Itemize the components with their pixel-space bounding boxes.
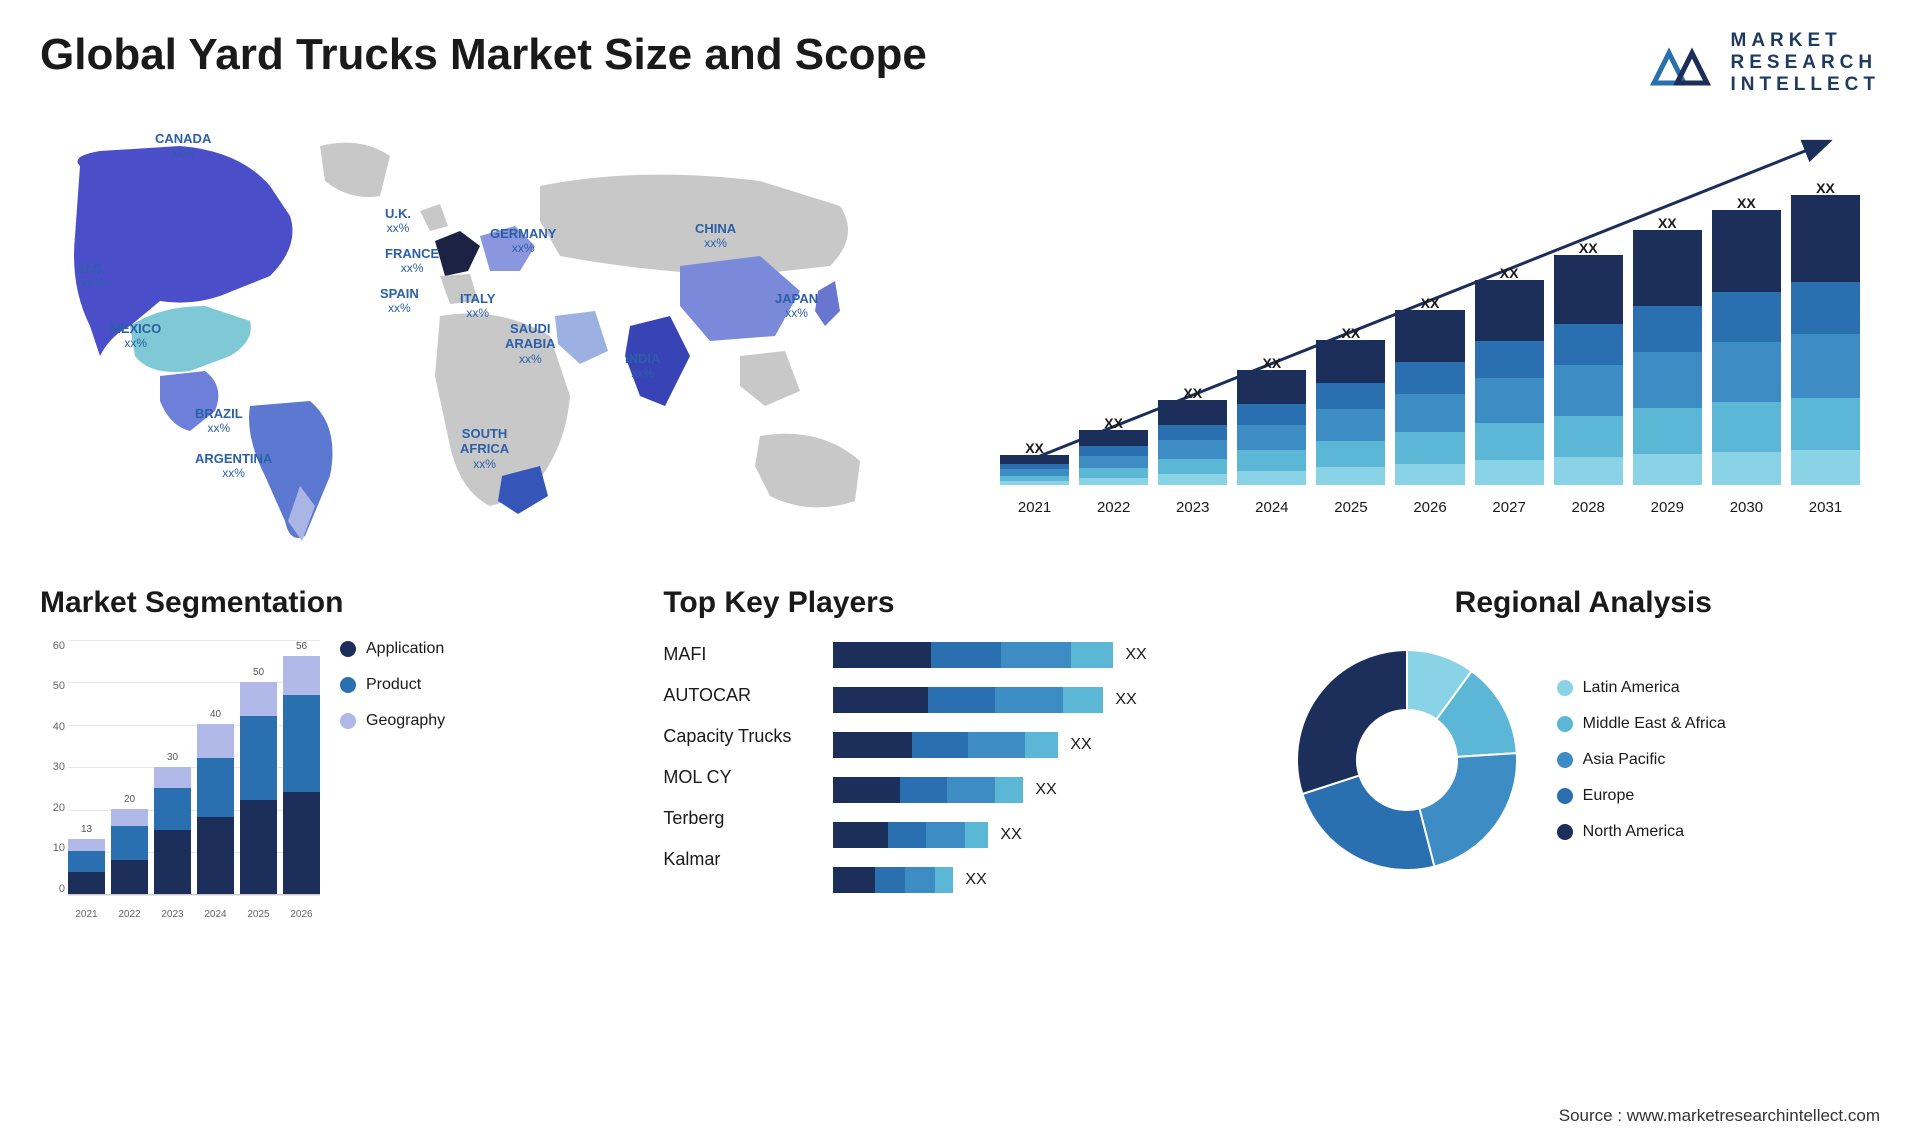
map-label-mexico: MEXICOxx% [110,321,161,351]
growth-bar-2025: XX2025 [1316,340,1385,516]
map-label-us: U.S.xx% [80,261,105,291]
world-map: CANADAxx% U.S.xx% MEXICOxx% BRAZILxx% ARGENT… [40,126,940,546]
growth-chart: XX2021XX2022XX2023XX2024XX2025XX2026XX20… [980,126,1880,546]
legend-geography: Geography [340,712,445,730]
map-label-china: CHINAxx% [695,221,736,251]
map-label-france: FRANCExx% [385,246,439,276]
source-attribution: Source : www.marketresearchintellect.com [1559,1106,1880,1126]
top-row: CANADAxx% U.S.xx% MEXICOxx% BRAZILxx% ARGENT… [40,126,1880,546]
region-legend-latin-america: Latin America [1557,679,1726,697]
donut-slice-north-america [1297,650,1407,794]
player-bar-kalmar: XX [833,867,1256,893]
segmentation-title: Market Segmentation [40,586,633,620]
player-bar-capacity-trucks: XX [833,732,1256,758]
growth-bar-2022: XX2022 [1079,430,1148,516]
map-label-canada: CANADAxx% [155,131,211,161]
player-label-mol-cy: MOL CY [663,767,813,788]
segmentation-section: Market Segmentation 6050403020100 132030… [40,586,633,920]
seg-bar-2026: 56 [283,640,320,894]
legend-product: Product [340,676,445,694]
region-legend-middle-east-africa: Middle East & Africa [1557,715,1726,733]
player-bars: XX XX XX XX XX XX [833,640,1256,893]
bottom-row: Market Segmentation 6050403020100 132030… [40,586,1880,920]
player-bar-mol-cy: XX [833,777,1256,803]
brand-logo: MARKET RESEARCH INTELLECT [1649,30,1881,96]
map-label-india: INDIAxx% [625,351,660,381]
map-label-uk: U.K.xx% [385,206,411,236]
donut-slice-europe [1302,775,1434,870]
legend-application: Application [340,640,445,658]
map-label-italy: ITALYxx% [460,291,495,321]
donut-chart [1287,640,1527,880]
growth-bar-2021: XX2021 [1000,455,1069,516]
growth-bar-2029: XX2029 [1633,230,1702,516]
seg-bar-2022: 20 [111,640,148,894]
players-section: Top Key Players MAFI AUTOCAR Capacity Truc… [663,586,1256,920]
players-title: Top Key Players [663,586,1256,620]
regional-section: Regional Analysis Latin America Middle Ea… [1287,586,1880,920]
growth-bar-2028: XX2028 [1554,255,1623,516]
donut-legend: Latin America Middle East & Africa Asia Pa… [1557,679,1726,841]
donut-slice-asia-pacific [1419,753,1517,866]
regional-title: Regional Analysis [1287,586,1880,620]
player-bar-mafi: XX [833,642,1256,668]
region-legend-asia-pacific: Asia Pacific [1557,751,1726,769]
map-label-southafrica: SOUTHAFRICAxx% [460,426,509,472]
growth-bar-2031: XX2031 [1791,195,1860,516]
seg-bar-2025: 50 [240,640,277,894]
player-label-autocar: AUTOCAR [663,685,813,706]
growth-bar-2024: XX2024 [1237,370,1306,516]
player-label-kalmar: Kalmar [663,849,813,870]
page-title: Global Yard Trucks Market Size and Scope [40,30,927,80]
map-label-argentina: ARGENTINAxx% [195,451,272,481]
segmentation-legend: Application Product Geography [340,640,445,920]
region-legend-europe: Europe [1557,787,1726,805]
seg-bar-2024: 40 [197,640,234,894]
growth-bar-2027: XX2027 [1475,280,1544,516]
player-label-capacity-trucks: Capacity Trucks [663,726,813,747]
header: Global Yard Trucks Market Size and Scope… [40,30,1880,96]
player-bar-autocar: XX [833,687,1256,713]
growth-bar-2023: XX2023 [1158,400,1227,516]
seg-bar-2021: 13 [68,640,105,894]
player-bar-terberg: XX [833,822,1256,848]
segmentation-chart: 6050403020100 132030405056 2021202220232… [40,640,320,920]
logo-text: MARKET RESEARCH INTELLECT [1731,30,1881,96]
logo-icon [1649,38,1719,88]
seg-bar-2023: 30 [154,640,191,894]
map-label-japan: JAPANxx% [775,291,818,321]
region-legend-north-america: North America [1557,823,1726,841]
map-label-brazil: BRAZILxx% [195,406,243,436]
player-labels: MAFI AUTOCAR Capacity Trucks MOL CY Terberg K… [663,640,813,893]
growth-bar-2030: XX2030 [1712,210,1781,516]
player-label-terberg: Terberg [663,808,813,829]
map-label-germany: GERMANYxx% [490,226,556,256]
player-label-mafi: MAFI [663,644,813,665]
map-label-saudiarabia: SAUDIARABIAxx% [505,321,556,367]
map-label-spain: SPAINxx% [380,286,419,316]
growth-bar-2026: XX2026 [1395,310,1464,516]
map-svg [40,126,900,546]
